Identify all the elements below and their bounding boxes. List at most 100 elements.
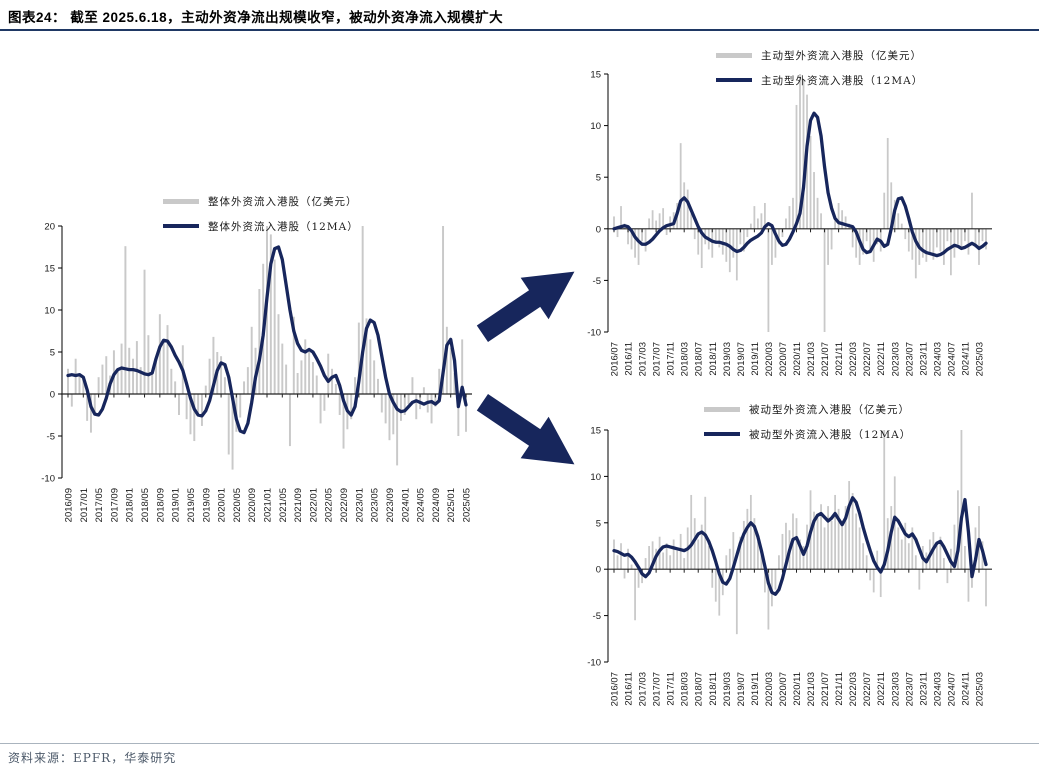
svg-text:2019/03: 2019/03 (722, 342, 733, 376)
svg-text:-5: -5 (593, 611, 601, 622)
bar-swatch-icon (704, 406, 740, 412)
source-note: 资料来源：EPFR，华泰研究 (8, 751, 177, 765)
svg-text:2018/05: 2018/05 (140, 488, 151, 522)
svg-text:2019/01: 2019/01 (171, 488, 182, 522)
svg-text:2022/11: 2022/11 (876, 342, 887, 376)
svg-text:2016/07: 2016/07 (610, 342, 621, 376)
svg-text:0: 0 (50, 390, 55, 401)
legend-active: 主动型外资流入港股（亿美元） 主动型外资流入港股（12MA） (716, 48, 923, 98)
legend-active-ma: 主动型外资流入港股（12MA） (716, 73, 923, 87)
legend-label: 整体外资流入港股（12MA） (208, 220, 359, 233)
svg-text:2017/11: 2017/11 (666, 672, 677, 706)
svg-text:2020/01: 2020/01 (217, 488, 228, 522)
svg-text:2021/01: 2021/01 (263, 488, 274, 522)
svg-text:2017/03: 2017/03 (638, 672, 649, 706)
figure-title: 图表24： 截至 2025.6.18，主动外资净流出规模收窄，被动外资净流入规模… (8, 10, 504, 25)
bar-swatch-icon (716, 52, 752, 58)
svg-text:0: 0 (596, 224, 601, 235)
legend-overall-ma: 整体外资流入港股（12MA） (163, 219, 359, 233)
svg-text:2017/01: 2017/01 (79, 488, 90, 522)
svg-text:2022/11: 2022/11 (876, 672, 887, 706)
svg-text:2024/03: 2024/03 (932, 342, 943, 376)
svg-text:2018/07: 2018/07 (694, 342, 705, 376)
svg-text:10: 10 (44, 306, 55, 317)
svg-text:2022/09: 2022/09 (339, 488, 350, 522)
svg-text:0: 0 (596, 565, 601, 576)
svg-text:2016/07: 2016/07 (610, 672, 621, 706)
svg-text:2022/07: 2022/07 (862, 672, 873, 706)
svg-text:2022/03: 2022/03 (848, 672, 859, 706)
legend-label: 整体外资流入港股（亿美元） (208, 195, 358, 208)
svg-text:2020/03: 2020/03 (764, 672, 775, 706)
svg-text:2019/07: 2019/07 (736, 342, 747, 376)
svg-text:5: 5 (596, 173, 601, 184)
legend-passive: 被动型外资流入港股（亿美元） 被动型外资流入港股（12MA） (704, 402, 911, 452)
bar-swatch-icon (163, 198, 199, 204)
line-swatch-icon (163, 224, 199, 228)
svg-text:2021/07: 2021/07 (820, 342, 831, 376)
legend-passive-ma: 被动型外资流入港股（12MA） (704, 427, 911, 441)
legend-label: 主动型外资流入港股（亿美元） (761, 49, 922, 62)
svg-text:-10: -10 (587, 328, 601, 339)
svg-text:2018/11: 2018/11 (708, 342, 719, 376)
svg-text:2023/09: 2023/09 (385, 488, 396, 522)
svg-text:2016/11: 2016/11 (624, 342, 635, 376)
svg-text:2019/11: 2019/11 (750, 672, 761, 706)
line-swatch-icon (704, 432, 740, 436)
svg-text:10: 10 (590, 472, 601, 483)
block-arrow-down-right-icon (476, 393, 575, 465)
svg-text:2023/05: 2023/05 (370, 488, 381, 522)
svg-text:2018/03: 2018/03 (680, 672, 691, 706)
legend-overall-bars: 整体外资流入港股（亿美元） (163, 194, 359, 208)
svg-text:15: 15 (590, 70, 601, 81)
svg-text:2022/05: 2022/05 (324, 488, 335, 522)
svg-text:2018/03: 2018/03 (680, 342, 691, 376)
svg-text:10: 10 (590, 121, 601, 132)
svg-text:2019/07: 2019/07 (736, 672, 747, 706)
svg-text:2023/03: 2023/03 (890, 672, 901, 706)
svg-text:2018/07: 2018/07 (694, 672, 705, 706)
svg-text:2022/01: 2022/01 (308, 488, 319, 522)
svg-text:2020/07: 2020/07 (778, 342, 789, 376)
svg-text:2024/05: 2024/05 (416, 488, 427, 522)
svg-text:-10: -10 (587, 658, 601, 669)
svg-text:5: 5 (596, 518, 601, 529)
svg-text:-5: -5 (47, 432, 55, 443)
svg-text:-5: -5 (593, 276, 601, 287)
svg-text:2023/07: 2023/07 (904, 342, 915, 376)
svg-text:2019/09: 2019/09 (201, 488, 212, 522)
svg-text:2020/11: 2020/11 (792, 342, 803, 376)
svg-text:15: 15 (44, 264, 55, 275)
svg-text:2019/11: 2019/11 (750, 342, 761, 376)
svg-text:2021/03: 2021/03 (806, 342, 817, 376)
svg-text:2017/07: 2017/07 (652, 342, 663, 376)
svg-text:2020/09: 2020/09 (247, 488, 258, 522)
svg-text:2025/03: 2025/03 (974, 342, 985, 376)
svg-text:2021/11: 2021/11 (834, 672, 845, 706)
svg-text:15: 15 (590, 426, 601, 437)
svg-text:2024/01: 2024/01 (400, 488, 411, 522)
legend-label: 主动型外资流入港股（12MA） (761, 74, 924, 87)
svg-text:20: 20 (44, 222, 55, 233)
svg-text:2024/07: 2024/07 (946, 672, 957, 706)
svg-text:2022/07: 2022/07 (862, 342, 873, 376)
svg-text:2024/03: 2024/03 (932, 672, 943, 706)
svg-text:2017/05: 2017/05 (94, 488, 105, 522)
legend-label: 被动型外资流入港股（12MA） (749, 428, 912, 441)
svg-text:2021/05: 2021/05 (278, 488, 289, 522)
svg-text:2020/03: 2020/03 (764, 342, 775, 376)
svg-text:2018/01: 2018/01 (125, 488, 136, 522)
block-arrow-up-right-icon (476, 271, 575, 343)
svg-text:2020/07: 2020/07 (778, 672, 789, 706)
line-swatch-icon (716, 78, 752, 82)
svg-text:2024/11: 2024/11 (960, 342, 971, 376)
svg-text:2020/05: 2020/05 (232, 488, 243, 522)
legend-overall: 整体外资流入港股（亿美元） 整体外资流入港股（12MA） (163, 194, 359, 244)
svg-text:2018/11: 2018/11 (708, 672, 719, 706)
svg-text:2016/11: 2016/11 (624, 672, 635, 706)
svg-text:2020/11: 2020/11 (792, 672, 803, 706)
svg-text:2025/05: 2025/05 (462, 488, 473, 522)
svg-text:2019/05: 2019/05 (186, 488, 197, 522)
svg-text:5: 5 (50, 348, 55, 359)
